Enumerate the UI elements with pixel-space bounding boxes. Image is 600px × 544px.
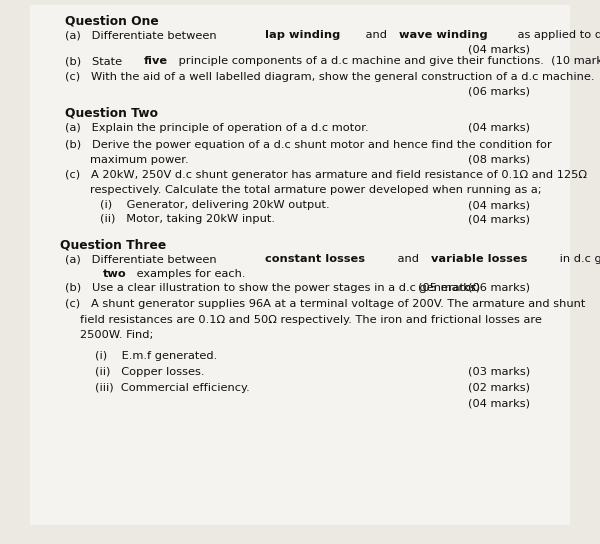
Text: constant losses: constant losses <box>265 254 365 264</box>
Text: in d.c generator stating: in d.c generator stating <box>556 254 600 264</box>
Text: (08 marks): (08 marks) <box>468 155 530 165</box>
Text: (a)   Differentiate between: (a) Differentiate between <box>65 254 220 264</box>
Text: (04 marks): (04 marks) <box>468 44 530 54</box>
Text: wave winding: wave winding <box>400 30 488 40</box>
Text: (04 marks): (04 marks) <box>468 200 530 210</box>
Text: as applied to d.c machines.: as applied to d.c machines. <box>514 30 600 40</box>
Text: and: and <box>362 30 391 40</box>
Text: lap winding: lap winding <box>265 30 341 40</box>
Text: (05 marks): (05 marks) <box>418 283 480 293</box>
Text: (b)   Derive the power equation of a d.c shunt motor and hence find the conditio: (b) Derive the power equation of a d.c s… <box>65 140 552 150</box>
Text: examples for each.: examples for each. <box>133 269 245 279</box>
Text: (04 marks): (04 marks) <box>468 214 530 224</box>
Text: and: and <box>394 254 423 264</box>
Text: (04 marks): (04 marks) <box>468 123 530 133</box>
Text: (b)   Use a clear illustration to show the power stages in a d.c generator.: (b) Use a clear illustration to show the… <box>65 283 479 293</box>
Text: (c)   A shunt generator supplies 96A at a terminal voltage of 200V. The armature: (c) A shunt generator supplies 96A at a … <box>65 299 586 309</box>
Text: variable losses: variable losses <box>431 254 527 264</box>
Text: (02 marks): (02 marks) <box>468 383 530 393</box>
Text: five: five <box>143 56 167 66</box>
Text: principle components of a d.c machine and give their functions.  (10 marks): principle components of a d.c machine an… <box>175 56 600 66</box>
Text: (iii)  Commercial efficiency.: (iii) Commercial efficiency. <box>95 383 250 393</box>
Text: maximum power.: maximum power. <box>90 155 188 165</box>
Text: (c)   A 20kW, 250V d.c shunt generator has armature and field resistance of 0.1Ω: (c) A 20kW, 250V d.c shunt generator has… <box>65 170 587 180</box>
Text: (i)    E.m.f generated.: (i) E.m.f generated. <box>95 351 217 361</box>
Text: (ii)   Motor, taking 20kW input.: (ii) Motor, taking 20kW input. <box>100 214 275 224</box>
Text: (04 marks): (04 marks) <box>468 399 530 409</box>
Text: (a)   Differentiate between: (a) Differentiate between <box>65 30 220 40</box>
Text: field resistances are 0.1Ω and 50Ω respectively. The iron and frictional losses : field resistances are 0.1Ω and 50Ω respe… <box>80 315 542 325</box>
Text: (c)   With the aid of a well labelled diagram, show the general construction of : (c) With the aid of a well labelled diag… <box>65 72 595 82</box>
Text: two: two <box>103 269 126 279</box>
Text: Question Two: Question Two <box>65 107 158 120</box>
Text: 2500W. Find;: 2500W. Find; <box>80 330 154 340</box>
Text: (b)   State: (b) State <box>65 56 126 66</box>
Text: (06 marks): (06 marks) <box>468 86 530 96</box>
Text: (ii)   Copper losses.: (ii) Copper losses. <box>95 367 205 377</box>
Text: (06 marks): (06 marks) <box>468 283 530 293</box>
Text: Question One: Question One <box>65 14 159 27</box>
Text: Question Three: Question Three <box>60 238 166 251</box>
Text: (a)   Explain the principle of operation of a d.c motor.: (a) Explain the principle of operation o… <box>65 123 368 133</box>
Text: (i)    Generator, delivering 20kW output.: (i) Generator, delivering 20kW output. <box>100 200 329 210</box>
Text: respectively. Calculate the total armature power developed when running as a;: respectively. Calculate the total armatu… <box>90 185 542 195</box>
Text: (03 marks): (03 marks) <box>468 367 530 377</box>
